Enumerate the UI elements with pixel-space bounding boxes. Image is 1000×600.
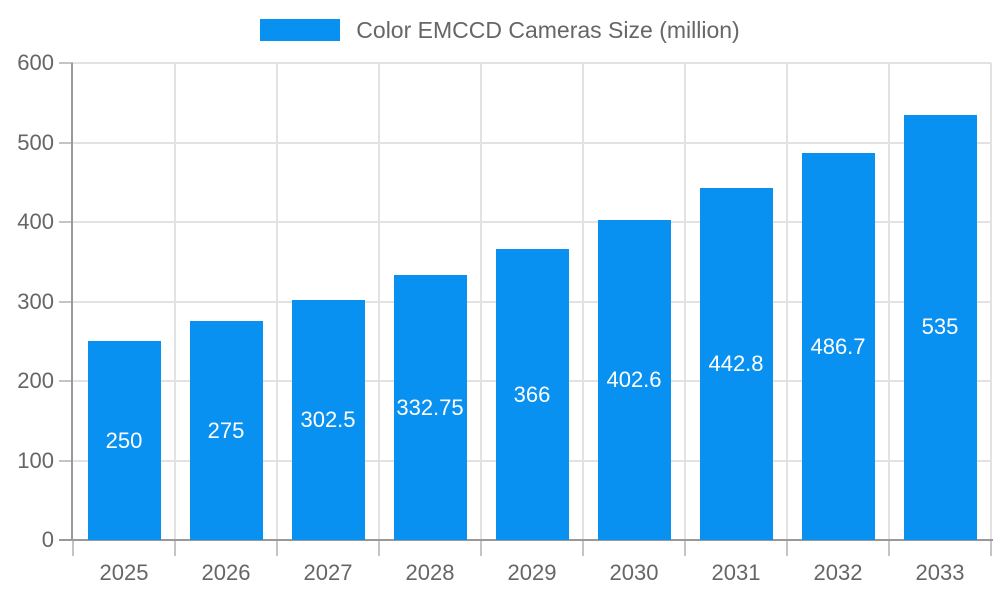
bar-value-label: 486.7 (810, 333, 866, 359)
y-axis-tick (59, 459, 73, 462)
x-axis-tick-label: 2033 (915, 560, 965, 585)
x-axis-tick-label: 2032 (813, 560, 863, 585)
x-axis-tick-label: 2027 (303, 560, 353, 585)
gridline-vertical (582, 63, 584, 540)
bar-2025[interactable]: 250 (87, 341, 161, 540)
bar-value-label: 402.6 (606, 366, 662, 392)
x-axis-tick (480, 540, 482, 556)
gridline-vertical (480, 63, 482, 540)
y-axis-tick (59, 380, 73, 382)
legend-swatch-icon (260, 19, 341, 41)
y-axis-tick-label: 100 (17, 447, 54, 473)
gridline-vertical (786, 63, 788, 540)
y-axis-tick-label: 400 (17, 209, 54, 234)
bar-value-label: 332.75 (396, 394, 464, 420)
y-axis-tick-label: 500 (17, 129, 54, 155)
bar-value-label: 275 (207, 417, 245, 443)
bar-2027[interactable]: 302.5 (291, 299, 365, 540)
bar-value-label: 442.8 (708, 350, 764, 376)
bar-2029[interactable]: 366 (495, 249, 569, 540)
bar-2028[interactable]: 332.75 (393, 275, 467, 540)
y-axis-tick-label: 0 (41, 527, 54, 552)
y-axis-tick (59, 62, 73, 64)
x-axis-tick (684, 540, 686, 556)
bar-value-label: 535 (921, 314, 959, 340)
bar-value-label: 250 (105, 427, 143, 453)
x-axis-tick-label: 2031 (711, 560, 761, 585)
gridline-vertical (684, 63, 686, 540)
gridline-vertical (378, 63, 380, 540)
gridline-vertical (990, 63, 992, 540)
y-axis-tick (59, 141, 73, 144)
x-axis-tick-label: 2028 (405, 560, 455, 585)
x-axis-tick (72, 540, 74, 556)
x-axis-tick-label: 2026 (201, 560, 251, 585)
x-axis-tick (582, 540, 584, 556)
gridline-horizontal (73, 221, 991, 223)
x-axis-tick (378, 540, 380, 556)
y-axis-tick-label: 300 (17, 288, 54, 314)
gridline-horizontal (73, 141, 991, 144)
x-axis-line (59, 539, 993, 541)
bar-2032[interactable]: 486.7 (801, 153, 875, 540)
gridline-vertical (174, 63, 176, 540)
gridline-vertical (276, 63, 278, 540)
x-axis-tick (276, 540, 278, 556)
bar-value-label: 366 (513, 381, 551, 407)
y-axis-tick-label: 200 (17, 368, 54, 393)
y-axis-line (71, 63, 73, 540)
gridline-horizontal (73, 62, 991, 64)
y-axis-tick-label: 600 (17, 50, 54, 75)
x-axis-tick (786, 540, 788, 556)
legend-label: Color EMCCD Cameras Size (million) (356, 17, 740, 43)
gridline-vertical (888, 63, 890, 540)
x-axis-tick (888, 540, 890, 556)
y-axis-tick (59, 221, 73, 223)
bar-2031[interactable]: 442.8 (699, 187, 773, 540)
x-axis-tick-label: 2029 (507, 560, 557, 585)
x-axis-tick (174, 540, 176, 556)
bar-value-label: 302.5 (300, 406, 356, 432)
bar-2026[interactable]: 275 (189, 321, 263, 540)
legend: Color EMCCD Cameras Size (million) (0, 16, 1000, 44)
bar-2030[interactable]: 402.6 (597, 219, 671, 540)
x-axis-tick-label: 2025 (99, 560, 149, 585)
x-axis-tick-label: 2030 (609, 560, 659, 585)
legend-item[interactable]: Color EMCCD Cameras Size (million) (260, 16, 740, 44)
x-axis-tick (990, 540, 992, 556)
bar-2033[interactable]: 535 (903, 114, 977, 540)
y-axis-tick (59, 300, 73, 303)
